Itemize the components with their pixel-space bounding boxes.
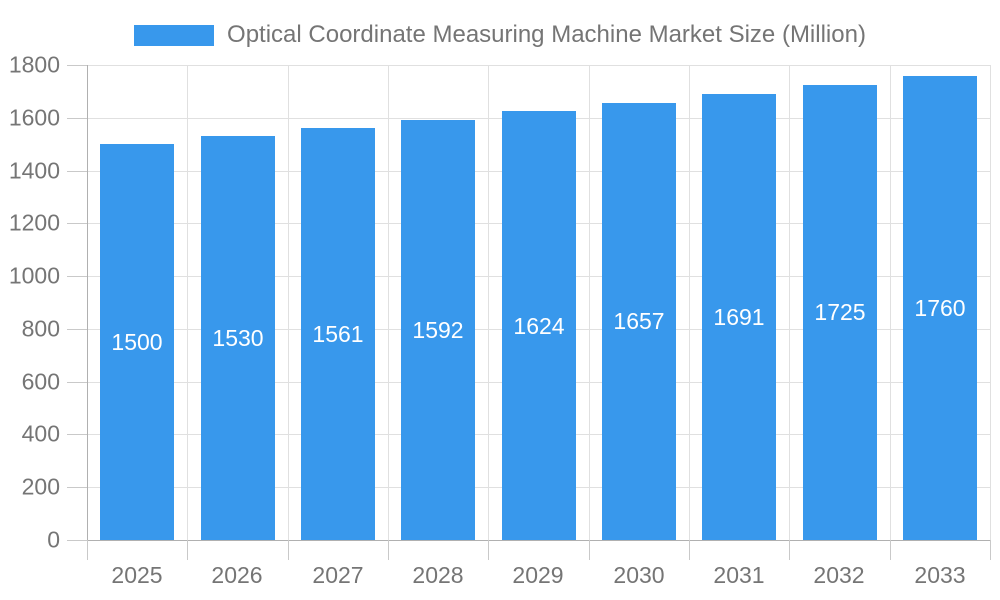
bar-value-label: 1561 [312,321,364,347]
v-gridline [187,65,188,540]
bar [602,103,676,540]
x-tick-mark [990,540,991,560]
v-gridline [990,65,991,540]
y-tick-mark [67,276,87,277]
x-tick-mark [388,540,389,560]
v-gridline [789,65,790,540]
x-tick-mark [689,540,690,560]
x-tick-mark [187,540,188,560]
y-axis-tick-label: 1200 [8,209,60,236]
y-axis-line [87,65,88,540]
bar-value-label: 1725 [814,299,866,325]
x-axis-tick-label: 2030 [613,562,665,588]
bar-value-label: 1500 [111,329,163,355]
y-axis-tick-label: 600 [21,368,60,395]
y-tick-mark [67,382,87,383]
y-axis-tick-label: 1800 [8,51,60,78]
x-tick-mark [589,540,590,560]
y-axis-tick-label: 800 [21,315,60,342]
y-tick-mark [67,540,87,541]
y-axis-tick-label: 0 [47,526,60,553]
x-axis-tick-label: 2032 [813,562,865,588]
v-gridline [488,65,489,540]
y-tick-mark [67,65,87,66]
y-tick-mark [67,329,87,330]
v-gridline [589,65,590,540]
bar-value-label: 1657 [613,308,665,334]
y-axis-tick-label: 200 [21,473,60,500]
bar-value-label: 1592 [412,317,464,343]
x-tick-mark [789,540,790,560]
y-tick-mark [67,487,87,488]
y-tick-mark [67,171,87,172]
bar-value-label: 1691 [713,304,765,330]
y-tick-mark [67,118,87,119]
bar [803,85,877,540]
x-tick-mark [87,540,88,560]
bar [903,76,977,540]
bar [100,144,174,540]
x-tick-mark [890,540,891,560]
bar-value-label: 1530 [212,325,264,351]
x-tick-mark [488,540,489,560]
y-tick-mark [67,223,87,224]
h-gridline [87,65,990,66]
y-axis-tick-label: 1000 [8,262,60,289]
x-axis-tick-label: 2025 [111,562,163,588]
bar [702,94,776,540]
v-gridline [890,65,891,540]
x-axis-tick-label: 2033 [914,562,966,588]
y-axis-tick-label: 400 [21,420,60,447]
y-tick-mark [67,434,87,435]
v-gridline [689,65,690,540]
x-axis-tick-label: 2027 [312,562,364,588]
x-axis-tick-label: 2026 [211,562,263,588]
bar [201,136,275,540]
v-gridline [388,65,389,540]
bar [301,128,375,540]
bar-value-label: 1624 [513,313,565,339]
x-axis-tick-label: 2028 [412,562,464,588]
legend-swatch [134,24,215,46]
x-tick-mark [288,540,289,560]
chart-legend[interactable]: Optical Coordinate Measuring Machine Mar… [0,21,1000,49]
y-axis-tick-label: 1600 [8,104,60,131]
bar [502,111,576,540]
x-axis-tick-label: 2029 [512,562,564,588]
v-gridline [288,65,289,540]
bar-value-label: 1760 [914,295,966,321]
legend-label: Optical Coordinate Measuring Machine Mar… [227,21,866,48]
h-gridline [87,540,990,541]
x-axis-tick-label: 2031 [713,562,765,588]
bar [401,120,475,540]
y-axis-tick-label: 1400 [8,157,60,184]
